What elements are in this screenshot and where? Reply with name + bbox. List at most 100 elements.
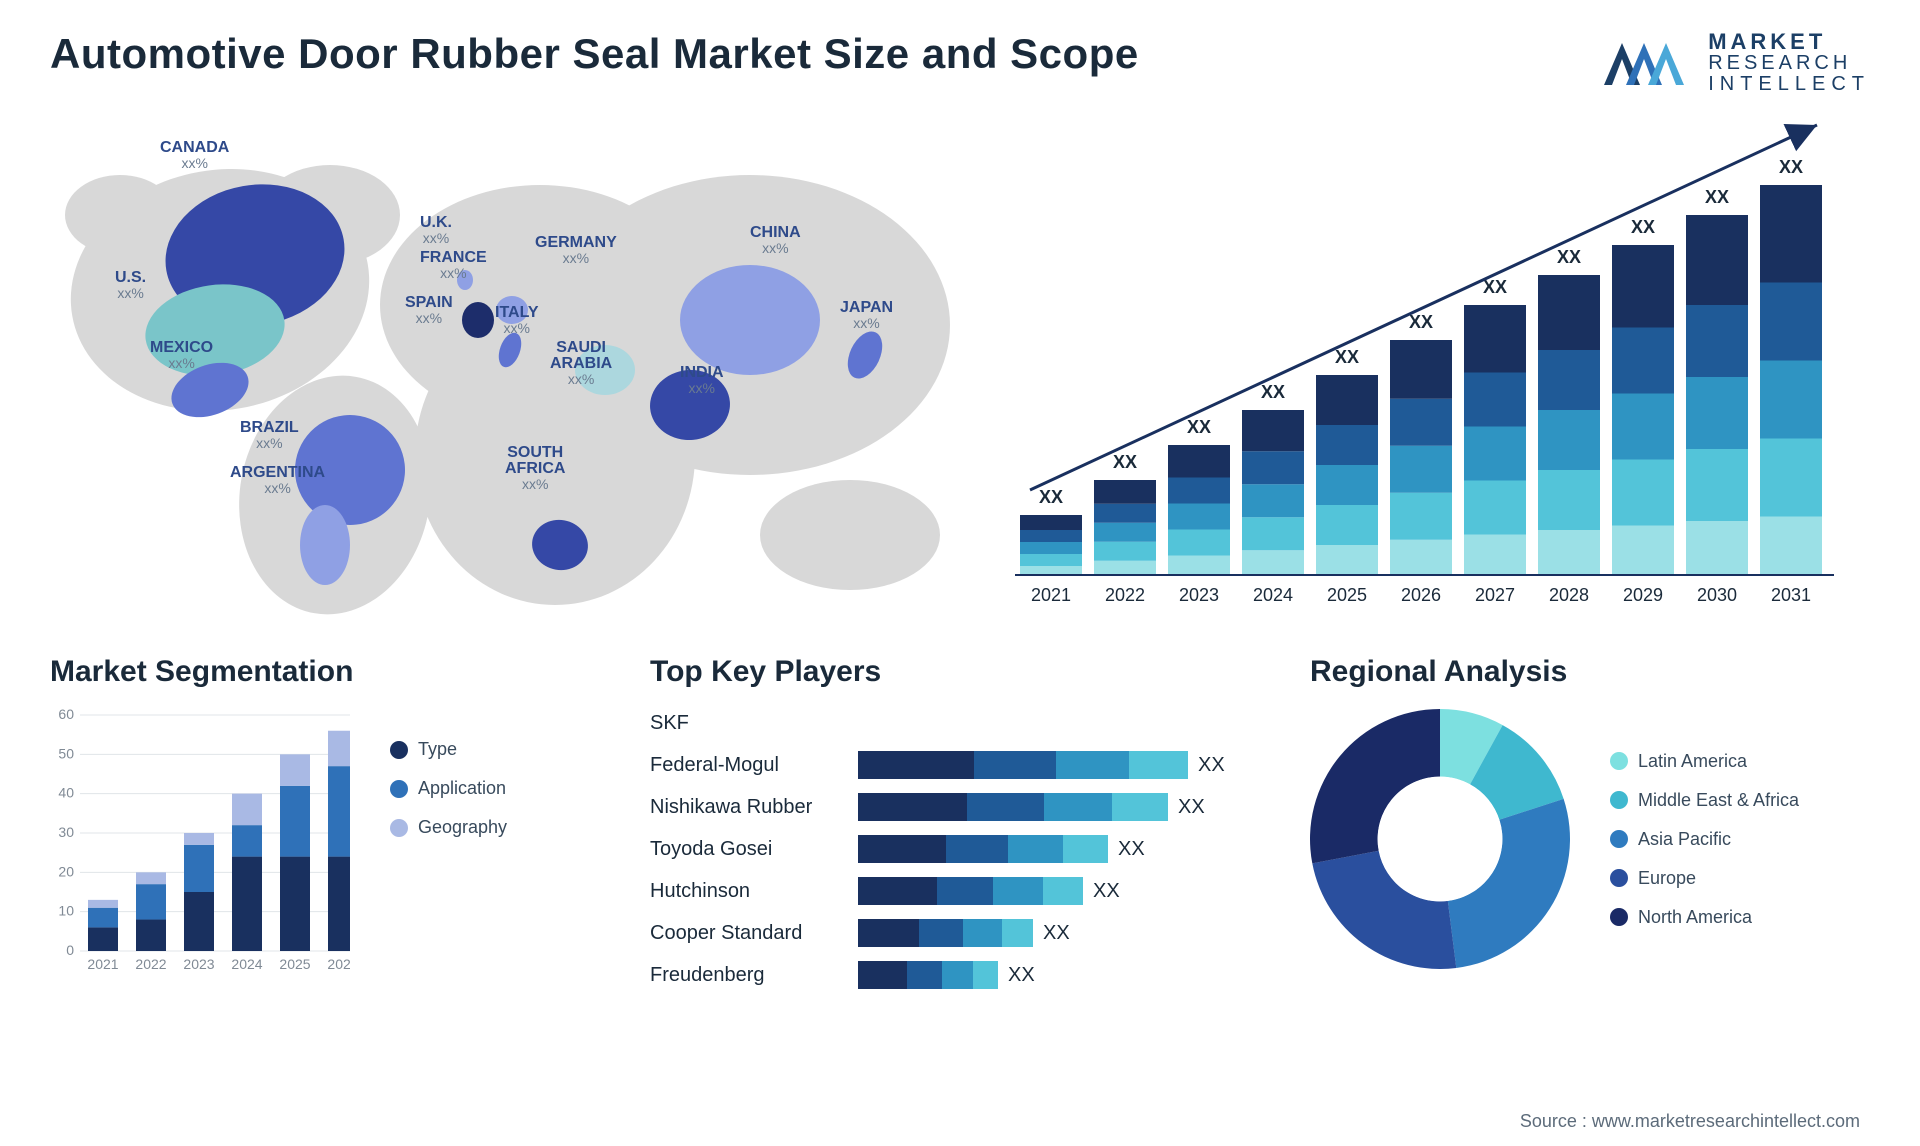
legend-swatch — [1610, 830, 1628, 848]
svg-text:2029: 2029 — [1623, 585, 1663, 605]
key-player-label: SKF — [650, 709, 840, 737]
svg-text:2031: 2031 — [1771, 585, 1811, 605]
legend-swatch — [390, 819, 408, 837]
svg-text:2027: 2027 — [1475, 585, 1515, 605]
forecast-chart-panel: XX2021XX2022XX2023XX2024XX2025XX2026XX20… — [1010, 115, 1870, 615]
key-players-labels: SKFFederal-MogulNishikawa RubberToyoda G… — [650, 709, 840, 989]
regional-legend-item: Middle East & Africa — [1610, 790, 1799, 811]
key-player-value: XX — [1093, 880, 1120, 903]
svg-text:2021: 2021 — [87, 956, 118, 972]
legend-label: Type — [418, 739, 457, 760]
svg-text:2024: 2024 — [1253, 585, 1293, 605]
regional-legend-item: Latin America — [1610, 751, 1799, 772]
svg-text:XX: XX — [1631, 217, 1655, 237]
svg-text:2023: 2023 — [1179, 585, 1219, 605]
key-player-bar-seg — [1056, 751, 1129, 779]
key-player-bar — [858, 877, 1083, 905]
regional-legend-item: North America — [1610, 907, 1799, 928]
legend-label: Latin America — [1638, 751, 1747, 772]
key-player-bar-seg — [973, 961, 998, 989]
segmentation-legend: Type Application Geography — [390, 709, 507, 999]
key-player-bar-seg — [1002, 919, 1034, 947]
key-player-bar-row: XX — [858, 835, 1270, 863]
key-player-bar-seg — [974, 751, 1057, 779]
svg-text:2025: 2025 — [1327, 585, 1367, 605]
key-player-label: Hutchinson — [650, 877, 840, 905]
svg-text:60: 60 — [58, 709, 74, 722]
svg-text:50: 50 — [58, 745, 74, 761]
regional-legend: Latin America Middle East & Africa Asia … — [1610, 751, 1799, 928]
key-player-bar-seg — [858, 835, 946, 863]
regional-legend-item: Asia Pacific — [1610, 829, 1799, 850]
legend-label: Geography — [418, 817, 507, 838]
svg-text:XX: XX — [1483, 277, 1507, 297]
key-players-title: Top Key Players — [650, 655, 1270, 689]
forecast-bar-chart: XX2021XX2022XX2023XX2024XX2025XX2026XX20… — [1010, 115, 1870, 615]
svg-text:10: 10 — [58, 903, 74, 919]
segmentation-legend-item: Application — [390, 778, 507, 799]
key-player-bar-seg — [858, 919, 919, 947]
brand-logo: MARKET RESEARCH INTELLECT — [1604, 30, 1870, 95]
segmentation-title: Market Segmentation — [50, 655, 610, 689]
regional-legend-item: Europe — [1610, 868, 1799, 889]
key-player-bar-seg — [858, 961, 907, 989]
svg-text:2030: 2030 — [1697, 585, 1737, 605]
key-player-bar-seg — [946, 835, 1009, 863]
key-player-label: Nishikawa Rubber — [650, 793, 840, 821]
svg-text:20: 20 — [58, 863, 74, 879]
key-player-bar-seg — [1043, 877, 1084, 905]
svg-text:30: 30 — [58, 824, 74, 840]
svg-text:XX: XX — [1557, 247, 1581, 267]
key-player-bar — [858, 919, 1033, 947]
key-player-bar-seg — [937, 877, 993, 905]
key-player-bar-row: XX — [858, 751, 1270, 779]
key-player-bar-row: XX — [858, 793, 1270, 821]
svg-text:2023: 2023 — [183, 956, 214, 972]
key-player-bar-seg — [963, 919, 1002, 947]
key-player-bar-seg — [1129, 751, 1188, 779]
key-player-bar-row: XX — [858, 877, 1270, 905]
key-player-bar-seg — [1063, 835, 1108, 863]
key-player-value: XX — [1198, 754, 1225, 777]
legend-label: Application — [418, 778, 506, 799]
key-player-label: Freudenberg — [650, 961, 840, 989]
svg-text:2024: 2024 — [231, 956, 262, 972]
svg-text:XX: XX — [1335, 347, 1359, 367]
svg-text:2022: 2022 — [1105, 585, 1145, 605]
key-player-bar-seg — [858, 751, 974, 779]
key-player-bar-seg — [858, 793, 967, 821]
key-players-bars: XXXXXXXXXXXX — [858, 709, 1270, 989]
regional-donut-chart — [1310, 709, 1570, 969]
legend-swatch — [1610, 752, 1628, 770]
legend-label: Middle East & Africa — [1638, 790, 1799, 811]
svg-text:XX: XX — [1113, 452, 1137, 472]
svg-text:0: 0 — [66, 942, 74, 958]
key-player-bar-seg — [1008, 835, 1063, 863]
legend-swatch — [390, 780, 408, 798]
key-player-bar-seg — [1044, 793, 1112, 821]
svg-text:XX: XX — [1705, 187, 1729, 207]
page-title: Automotive Door Rubber Seal Market Size … — [50, 30, 1139, 78]
svg-text:2021: 2021 — [1031, 585, 1071, 605]
svg-text:XX: XX — [1039, 487, 1063, 507]
legend-swatch — [1610, 791, 1628, 809]
logo-line1: MARKET — [1708, 30, 1870, 53]
logo-icon — [1604, 31, 1694, 95]
legend-label: North America — [1638, 907, 1752, 928]
svg-text:2028: 2028 — [1549, 585, 1589, 605]
key-player-bar — [858, 835, 1108, 863]
svg-text:2026: 2026 — [327, 956, 350, 972]
svg-text:XX: XX — [1779, 157, 1803, 177]
key-player-bar — [858, 793, 1168, 821]
key-player-bar-row: XX — [858, 919, 1270, 947]
legend-swatch — [1610, 869, 1628, 887]
key-player-bar-seg — [993, 877, 1043, 905]
logo-line3: INTELLECT — [1708, 74, 1870, 95]
key-player-value: XX — [1043, 922, 1070, 945]
world-map-panel: CANADA xx%U.S. xx%MEXICO xx%BRAZIL xx%AR… — [50, 115, 970, 615]
key-player-bar-row — [858, 709, 1270, 737]
key-player-bar-seg — [919, 919, 963, 947]
regional-title: Regional Analysis — [1310, 655, 1870, 689]
svg-text:XX: XX — [1261, 382, 1285, 402]
key-player-bar-seg — [858, 877, 937, 905]
